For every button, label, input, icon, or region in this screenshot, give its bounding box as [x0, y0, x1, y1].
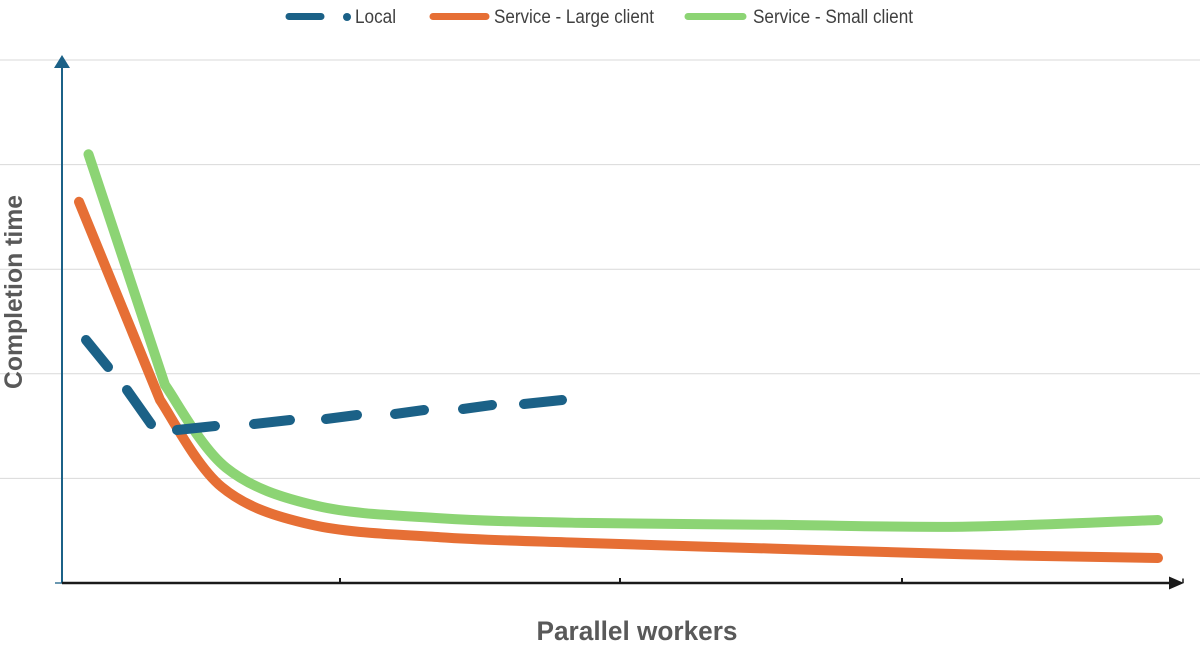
svg-text:Local: Local: [355, 7, 396, 28]
svg-text:Parallel workers: Parallel workers: [537, 616, 738, 646]
svg-text:Service - Large client: Service - Large client: [494, 7, 655, 28]
svg-text:Service - Small client: Service - Small client: [753, 7, 914, 28]
svg-text:Completion time: Completion time: [0, 195, 28, 389]
